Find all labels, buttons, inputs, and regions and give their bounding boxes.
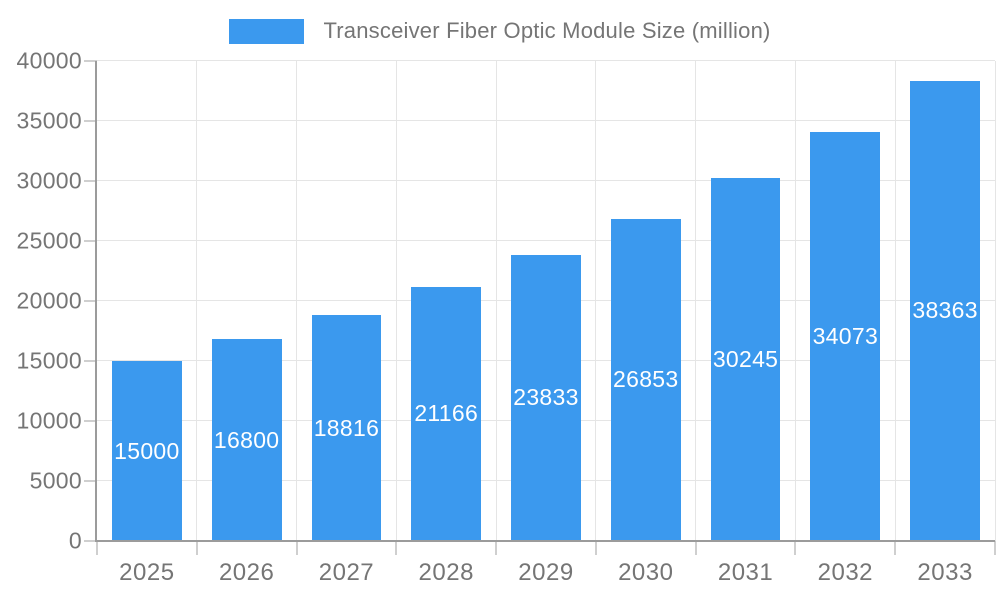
bar-value-label: 18816 <box>313 414 380 441</box>
x-gridline <box>296 61 298 541</box>
bar[interactable]: 18816 <box>311 315 382 541</box>
y-tick-label: 35000 <box>16 107 82 134</box>
y-tick <box>84 480 97 482</box>
x-gridline <box>595 61 597 541</box>
x-tick-label: 2033 <box>917 559 973 586</box>
bar-value-label: 26853 <box>613 366 679 393</box>
bar[interactable]: 34073 <box>810 132 881 541</box>
y-gridline <box>97 120 995 121</box>
y-tick-label: 10000 <box>16 407 82 434</box>
y-tick <box>84 420 97 422</box>
y-gridline <box>97 180 995 181</box>
x-tick <box>96 541 98 555</box>
bar-value-label: 38363 <box>912 297 978 324</box>
legend: Transceiver Fiber Optic Module Size (mil… <box>0 17 1000 45</box>
y-axis-line <box>95 61 97 541</box>
x-gridline <box>196 61 198 541</box>
y-tick-label: 30000 <box>16 167 82 194</box>
x-tick <box>495 541 498 555</box>
bar-value-label: 15000 <box>114 437 180 464</box>
y-tick-label: 20000 <box>16 287 82 314</box>
x-gridline <box>495 61 497 541</box>
x-tick-label: 2031 <box>717 559 774 586</box>
bar[interactable]: 30245 <box>710 178 781 541</box>
legend-label: Transceiver Fiber Optic Module Size (mil… <box>323 18 771 43</box>
y-tick <box>84 360 97 362</box>
y-tick <box>84 300 97 302</box>
x-tick <box>195 541 198 555</box>
y-tick-label: 25000 <box>16 227 82 254</box>
y-tick <box>84 180 97 182</box>
bar-value-label: 34073 <box>812 323 879 350</box>
bar[interactable]: 16800 <box>211 339 282 541</box>
y-gridline <box>97 240 995 241</box>
x-tick <box>994 541 996 555</box>
x-gridline <box>794 61 796 541</box>
legend-swatch-icon <box>229 18 305 44</box>
x-tick-label: 2032 <box>817 559 874 586</box>
x-tick-label: 2028 <box>418 559 474 586</box>
y-tick-label: 0 <box>68 527 82 554</box>
x-tick <box>594 541 597 555</box>
x-gridline <box>695 61 697 541</box>
y-tick <box>84 120 97 122</box>
x-tick <box>694 541 697 555</box>
y-tick <box>84 60 97 62</box>
y-tick-label: 40000 <box>16 47 82 74</box>
bar-value-label: 23833 <box>513 384 579 411</box>
bar-value-label: 30245 <box>712 346 779 373</box>
x-tick <box>894 541 897 555</box>
bar[interactable]: 26853 <box>610 218 681 541</box>
x-axis-line <box>95 540 995 542</box>
x-tick <box>395 541 398 555</box>
x-tick-label: 2030 <box>618 559 674 586</box>
legend-item[interactable]: Transceiver Fiber Optic Module Size (mil… <box>229 18 770 44</box>
bar[interactable]: 23833 <box>511 255 581 541</box>
bar[interactable]: 38363 <box>910 80 981 541</box>
y-gridline <box>97 60 995 61</box>
x-gridline <box>994 61 996 541</box>
x-tick-label: 2026 <box>218 559 275 586</box>
bar[interactable]: 21166 <box>411 287 482 541</box>
y-tick <box>84 540 97 542</box>
bar-value-label: 16800 <box>213 426 280 453</box>
y-tick <box>84 240 97 242</box>
bar[interactable]: 15000 <box>111 361 182 541</box>
bar-value-label: 21166 <box>414 400 479 427</box>
y-tick-label: 15000 <box>16 347 82 374</box>
x-tick-label: 2027 <box>318 559 375 586</box>
x-gridline <box>395 61 397 541</box>
x-tick-label: 2025 <box>119 559 175 586</box>
x-tick <box>295 541 298 555</box>
y-tick-label: 5000 <box>29 467 82 494</box>
x-gridline <box>894 61 896 541</box>
x-tick-label: 2029 <box>518 559 574 586</box>
x-tick <box>794 541 797 555</box>
